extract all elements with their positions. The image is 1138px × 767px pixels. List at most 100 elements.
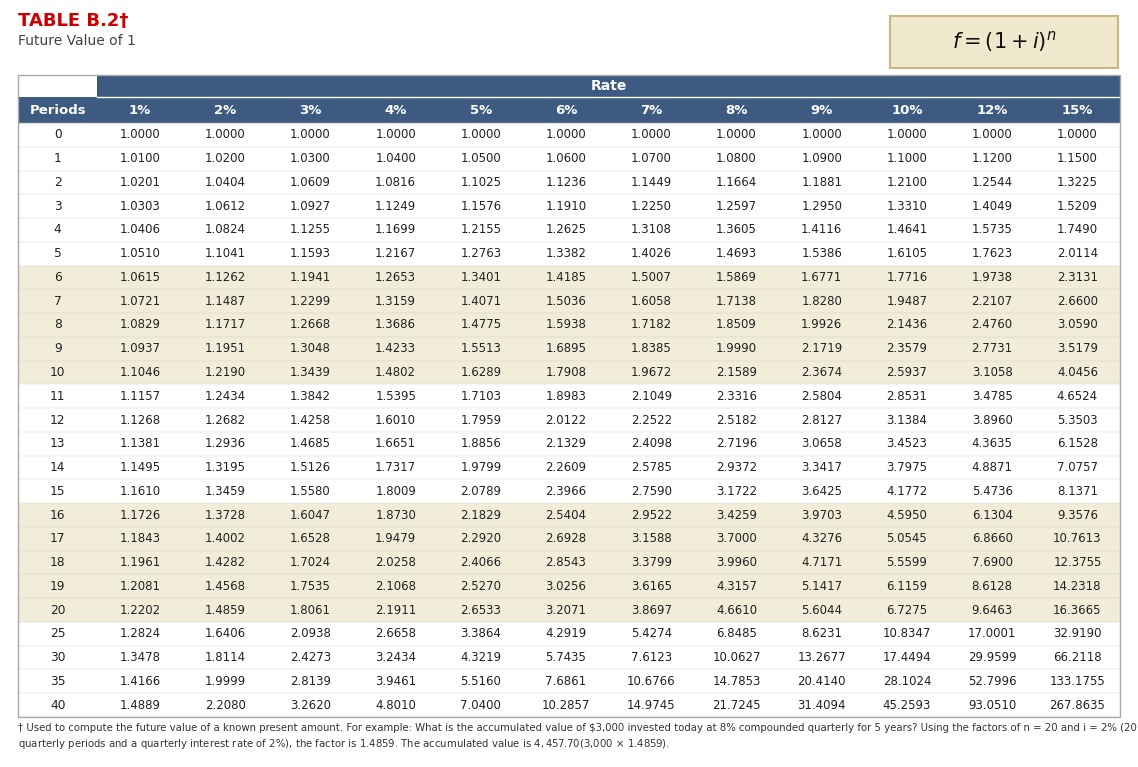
Bar — [18, 646, 1120, 670]
Text: 1.7317: 1.7317 — [376, 461, 417, 474]
Text: 14.9745: 14.9745 — [627, 699, 676, 712]
Text: 1.0937: 1.0937 — [119, 342, 160, 355]
Text: 6.7275: 6.7275 — [887, 604, 927, 617]
Text: 3.5179: 3.5179 — [1057, 342, 1098, 355]
Text: 17.0001: 17.0001 — [968, 627, 1016, 640]
Text: 1.1941: 1.1941 — [290, 271, 331, 284]
Text: 1.2100: 1.2100 — [887, 176, 927, 189]
Text: 1.3459: 1.3459 — [205, 485, 246, 498]
Text: 93.0510: 93.0510 — [968, 699, 1016, 712]
Text: 1.7138: 1.7138 — [716, 295, 757, 308]
Bar — [18, 527, 1120, 551]
Text: 9: 9 — [53, 342, 61, 355]
Text: 1.0700: 1.0700 — [630, 152, 671, 165]
Text: 3.2620: 3.2620 — [290, 699, 331, 712]
Text: 1.0000: 1.0000 — [972, 128, 1013, 141]
Text: 267.8635: 267.8635 — [1049, 699, 1105, 712]
Text: 1.0612: 1.0612 — [205, 199, 246, 212]
Text: 3.1384: 3.1384 — [887, 413, 927, 426]
Text: 11: 11 — [50, 390, 65, 403]
Text: 17: 17 — [50, 532, 65, 545]
Text: 1.1262: 1.1262 — [205, 271, 246, 284]
Text: 1.5395: 1.5395 — [376, 390, 417, 403]
Text: 4.3635: 4.3635 — [972, 437, 1013, 450]
Text: 1.4026: 1.4026 — [630, 247, 671, 260]
Text: 1.3108: 1.3108 — [630, 223, 671, 236]
Text: 1.8061: 1.8061 — [290, 604, 331, 617]
Text: 5.3503: 5.3503 — [1057, 413, 1098, 426]
Text: 1.8509: 1.8509 — [716, 318, 757, 331]
Text: 2.4098: 2.4098 — [630, 437, 671, 450]
Text: 16.3665: 16.3665 — [1053, 604, 1102, 617]
Text: 2.5270: 2.5270 — [461, 580, 502, 593]
Text: 3.1588: 3.1588 — [630, 532, 671, 545]
Text: 12.3755: 12.3755 — [1053, 556, 1102, 569]
Text: 5.7435: 5.7435 — [545, 651, 586, 664]
Text: 1.2202: 1.2202 — [119, 604, 160, 617]
Text: 1.2653: 1.2653 — [376, 271, 417, 284]
Text: 6.1528: 6.1528 — [1057, 437, 1098, 450]
Text: 2.7590: 2.7590 — [630, 485, 671, 498]
Text: 1.9672: 1.9672 — [630, 366, 671, 379]
Text: 1.6010: 1.6010 — [376, 413, 417, 426]
Text: 3%: 3% — [299, 104, 322, 117]
Text: 3.0658: 3.0658 — [801, 437, 842, 450]
Text: 1.3439: 1.3439 — [290, 366, 331, 379]
Text: 2.8531: 2.8531 — [887, 390, 927, 403]
Text: 1.1046: 1.1046 — [119, 366, 160, 379]
Text: 1.2190: 1.2190 — [205, 366, 246, 379]
Text: Future Value of 1: Future Value of 1 — [18, 34, 135, 48]
Text: 1.1236: 1.1236 — [545, 176, 586, 189]
Bar — [18, 313, 1120, 337]
Text: 1.3159: 1.3159 — [376, 295, 417, 308]
Text: 1.2597: 1.2597 — [716, 199, 757, 212]
Text: 2.2522: 2.2522 — [630, 413, 671, 426]
Text: 66.2118: 66.2118 — [1053, 651, 1102, 664]
Text: 1.4685: 1.4685 — [290, 437, 331, 450]
Text: 2.8127: 2.8127 — [801, 413, 842, 426]
Text: 1.5580: 1.5580 — [290, 485, 331, 498]
Text: 1.2936: 1.2936 — [205, 437, 246, 450]
Text: 1.2544: 1.2544 — [972, 176, 1013, 189]
Text: 4.1772: 4.1772 — [887, 485, 927, 498]
Text: 1.0824: 1.0824 — [205, 223, 246, 236]
Text: 1.8280: 1.8280 — [801, 295, 842, 308]
Text: 10%: 10% — [891, 104, 923, 117]
Text: 1.1025: 1.1025 — [461, 176, 502, 189]
Text: 40: 40 — [50, 699, 65, 712]
Text: 1.1381: 1.1381 — [119, 437, 160, 450]
Bar — [18, 479, 1120, 503]
Text: 3.1058: 3.1058 — [972, 366, 1013, 379]
Text: 13: 13 — [50, 437, 65, 450]
Text: 1.4185: 1.4185 — [545, 271, 586, 284]
Text: 4%: 4% — [385, 104, 406, 117]
Text: 7.0400: 7.0400 — [461, 699, 501, 712]
Text: 29.9599: 29.9599 — [967, 651, 1016, 664]
Bar — [18, 551, 1120, 574]
Text: 1.0000: 1.0000 — [119, 128, 160, 141]
Text: 1.1157: 1.1157 — [119, 390, 160, 403]
Text: 1.1910: 1.1910 — [545, 199, 586, 212]
Text: 4.8871: 4.8871 — [972, 461, 1013, 474]
Text: 1.6058: 1.6058 — [630, 295, 671, 308]
Text: 10.0627: 10.0627 — [712, 651, 761, 664]
Text: 7: 7 — [53, 295, 61, 308]
Text: 1.7623: 1.7623 — [972, 247, 1013, 260]
Text: 1.1487: 1.1487 — [205, 295, 246, 308]
Text: 1.1200: 1.1200 — [972, 152, 1013, 165]
Text: 1.4282: 1.4282 — [205, 556, 246, 569]
Text: 9%: 9% — [810, 104, 833, 117]
Text: 2.5785: 2.5785 — [630, 461, 671, 474]
Text: 2.0789: 2.0789 — [461, 485, 502, 498]
Text: 1.1717: 1.1717 — [205, 318, 246, 331]
Text: 1.5938: 1.5938 — [545, 318, 586, 331]
Text: 14.7853: 14.7853 — [712, 675, 760, 688]
Text: 3.8960: 3.8960 — [972, 413, 1013, 426]
Text: 2.1719: 2.1719 — [801, 342, 842, 355]
Text: 35: 35 — [50, 675, 66, 688]
Text: 9.6463: 9.6463 — [972, 604, 1013, 617]
Text: 8: 8 — [53, 318, 61, 331]
Text: 1.0000: 1.0000 — [887, 128, 927, 141]
Text: 2.1436: 2.1436 — [887, 318, 927, 331]
Text: 2.3131: 2.3131 — [1057, 271, 1098, 284]
